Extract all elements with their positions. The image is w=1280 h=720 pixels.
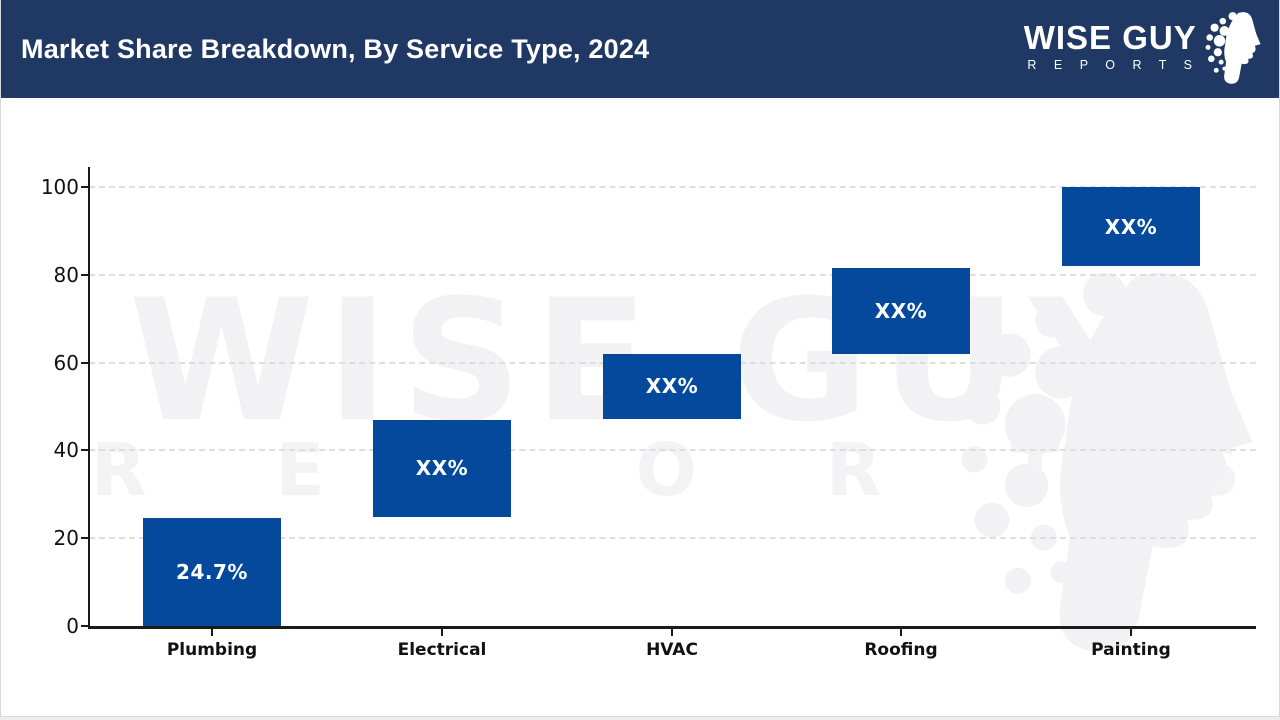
x-axis: [88, 626, 1256, 629]
bar-value-label: 24.7%: [176, 559, 248, 584]
x-axis-tick-electrical: [441, 629, 443, 636]
bar-value-label: XX%: [1104, 214, 1158, 239]
y-axis-tick-0: [81, 625, 89, 627]
y-axis-tick-label: 20: [53, 526, 79, 551]
x-axis-label-plumbing: Plumbing: [166, 640, 258, 660]
bar-plumbing: 24.7%: [143, 517, 281, 626]
y-axis-tick-label: 60: [53, 350, 79, 375]
bar-value-label: XX%: [415, 456, 469, 481]
bar-value-label: XX%: [874, 298, 928, 323]
gridline-80: [89, 273, 1256, 276]
bar-value-label: XX%: [645, 374, 699, 399]
y-axis-tick-60: [81, 361, 89, 364]
bar-hvac: XX%: [603, 353, 741, 419]
gridline-40: [89, 449, 1256, 452]
bar-painting: XX%: [1062, 187, 1200, 267]
y-axis-tick-label: 40: [53, 438, 79, 463]
page-title: Market Share Breakdown, By Service Type,…: [21, 33, 650, 64]
logo-head-icon: [1199, 8, 1263, 90]
x-axis-label-electrical: Electrical: [397, 640, 487, 660]
y-axis-tick-label: 100: [40, 175, 79, 199]
y-axis-tick-label: 0: [66, 614, 79, 638]
y-axis-tick-100: [81, 186, 89, 188]
y-axis-tick-label: 80: [53, 262, 79, 287]
logo-subtitle: R E P O R T S: [1027, 58, 1199, 72]
wise-guy-logo: WISE GUY R E P O R T S: [1015, 0, 1265, 98]
chart-area: WISE GUY R E P O R T S 0 20 40 60 80 100 24.7%…: [1, 98, 1279, 716]
x-axis-label-hvac: HVAC: [646, 640, 698, 660]
logo-text: WISE GUY R E P O R T S: [1021, 19, 1199, 73]
x-axis-label-roofing: Roofing: [864, 640, 938, 660]
x-axis-tick-plumbing: [211, 629, 213, 636]
y-axis-tick-20: [81, 537, 89, 540]
bar-electrical: XX%: [373, 419, 511, 518]
gridline-20: [89, 537, 1256, 540]
gridline-100: [89, 186, 1256, 188]
x-axis-label-painting: Painting: [1091, 640, 1171, 660]
y-axis-tick-80: [81, 273, 89, 276]
x-axis-tick-hvac: [671, 629, 673, 636]
y-axis-tick-40: [81, 449, 89, 452]
header-bar: Market Share Breakdown, By Service Type,…: [1, 0, 1279, 98]
bar-roofing: XX%: [832, 267, 970, 354]
y-axis: [88, 167, 90, 628]
x-axis-tick-painting: [1130, 629, 1132, 636]
x-axis-tick-roofing: [900, 629, 902, 636]
logo-wordmark: WISE GUY: [1023, 19, 1197, 56]
watermark-head-icon: [931, 228, 1261, 708]
